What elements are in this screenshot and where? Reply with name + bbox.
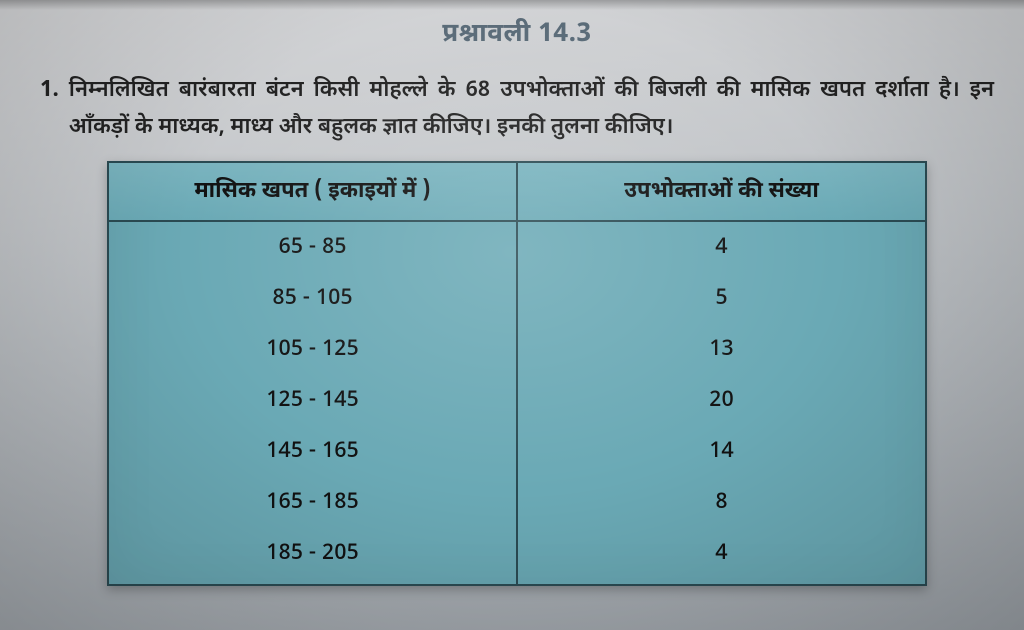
question-text: निम्नलिखित बारंबारता बंटन किसी मोहल्ले क… bbox=[69, 72, 994, 147]
cell-consumers: 20 bbox=[517, 375, 926, 426]
cell-consumers: 8 bbox=[517, 477, 926, 528]
question-number: 1. bbox=[40, 72, 59, 147]
table-row: 65 - 85 4 bbox=[108, 221, 926, 273]
cell-consumption: 65 - 85 bbox=[108, 221, 517, 273]
cell-consumers: 13 bbox=[517, 324, 926, 375]
col-header-consumers: उपभोक्ताओं की संख्या bbox=[517, 162, 926, 221]
table-row: 165 - 185 8 bbox=[108, 477, 926, 528]
table-header-row: मासिक खपत ( इकाइयों में ) उपभोक्ताओं की … bbox=[108, 162, 926, 221]
exercise-heading: प्रश्नावली 14.3 bbox=[40, 18, 994, 52]
cell-consumption: 125 - 145 bbox=[108, 375, 517, 426]
cell-consumption: 145 - 165 bbox=[108, 426, 517, 477]
cell-consumers: 14 bbox=[517, 426, 926, 477]
cell-consumption: 85 - 105 bbox=[108, 273, 517, 324]
cell-consumers: 4 bbox=[517, 528, 926, 585]
page: प्रश्नावली 14.3 1. निम्नलिखित बारंबारता … bbox=[0, 0, 1024, 630]
cell-consumption: 165 - 185 bbox=[108, 477, 517, 528]
frequency-table-wrap: मासिक खपत ( इकाइयों में ) उपभोक्ताओं की … bbox=[107, 161, 927, 586]
table-row: 145 - 165 14 bbox=[108, 426, 926, 477]
table-row: 125 - 145 20 bbox=[108, 375, 926, 426]
cell-consumption: 185 - 205 bbox=[108, 528, 517, 585]
cell-consumption: 105 - 125 bbox=[108, 324, 517, 375]
top-shadow bbox=[0, 0, 1024, 10]
table-row: 85 - 105 5 bbox=[108, 273, 926, 324]
col-header-consumption: मासिक खपत ( इकाइयों में ) bbox=[108, 162, 517, 221]
cell-consumers: 4 bbox=[517, 221, 926, 273]
cell-consumers: 5 bbox=[517, 273, 926, 324]
frequency-table: मासिक खपत ( इकाइयों में ) उपभोक्ताओं की … bbox=[107, 161, 927, 586]
table-row: 185 - 205 4 bbox=[108, 528, 926, 585]
table-row: 105 - 125 13 bbox=[108, 324, 926, 375]
question-block: 1. निम्नलिखित बारंबारता बंटन किसी मोहल्ल… bbox=[40, 72, 994, 147]
